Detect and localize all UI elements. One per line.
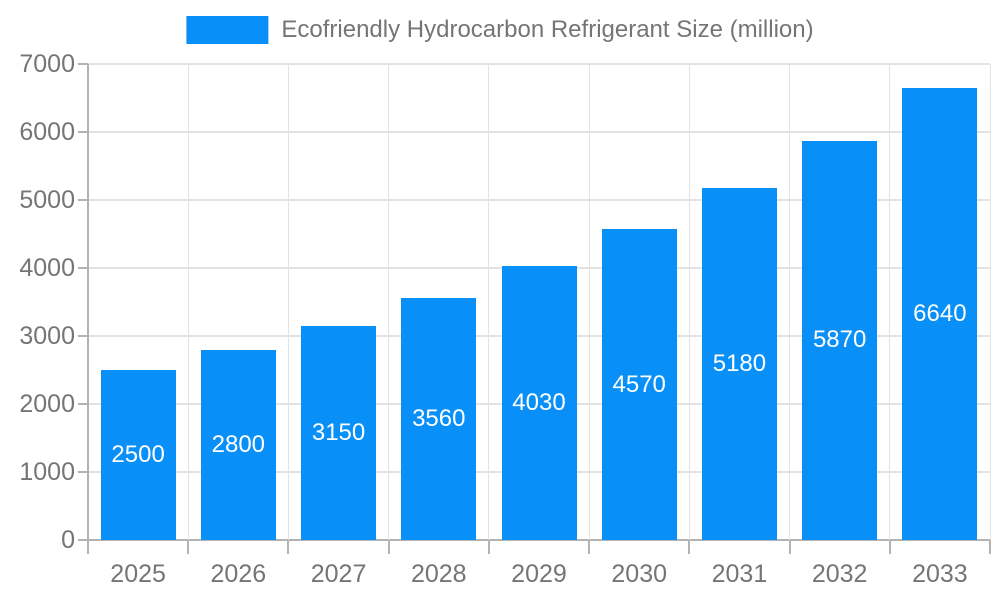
x-axis-tick [788, 540, 791, 554]
y-axis-tick [78, 335, 88, 337]
bar-value-label: 3560 [412, 404, 466, 432]
gridline-vertical [789, 64, 791, 540]
x-axis-tick [688, 540, 691, 554]
x-axis-tick-label: 2029 [511, 560, 567, 588]
y-axis-tick-label: 3000 [19, 322, 75, 350]
y-axis-tick-label: 1000 [19, 458, 75, 486]
x-axis-tick [888, 540, 891, 554]
gridline-horizontal [88, 63, 990, 65]
y-axis-tick [78, 131, 88, 133]
gridline-vertical [688, 64, 690, 540]
x-axis-tick [387, 540, 390, 554]
x-axis-tick [187, 540, 190, 554]
x-axis-tick [989, 540, 991, 554]
bar-2032 [802, 140, 878, 540]
x-axis-tick-label: 2032 [811, 560, 868, 588]
bar-2029 [501, 265, 577, 540]
x-axis-tick-label: 2026 [210, 560, 267, 588]
bar-2026 [200, 349, 276, 540]
x-axis-tick-label: 2033 [912, 560, 968, 588]
x-axis-tick-label: 2031 [711, 560, 768, 588]
gridline-vertical [187, 64, 189, 540]
y-axis-line [87, 64, 89, 554]
bar-2033 [902, 88, 978, 540]
x-axis-tick [487, 540, 490, 554]
gridline-horizontal [88, 199, 990, 201]
y-axis-tick-label: 4000 [19, 254, 75, 282]
y-axis-tick-label: 2000 [19, 390, 75, 418]
legend-label: Ecofriendly Hydrocarbon Refrigerant Size… [281, 16, 814, 43]
x-axis-tick [287, 540, 290, 554]
legend-swatch [186, 16, 269, 44]
bar-value-label: 4030 [512, 388, 566, 416]
gridline-vertical [588, 64, 590, 540]
legend-item[interactable]: Ecofriendly Hydrocarbon Refrigerant Size… [186, 16, 814, 44]
y-axis-tick [78, 539, 88, 541]
gridline-vertical [989, 64, 991, 540]
y-axis-tick-label: 6000 [19, 118, 75, 146]
x-axis-tick [588, 540, 591, 554]
bar-value-label: 5870 [812, 326, 867, 354]
gridline-vertical [388, 64, 390, 540]
bar-value-label: 5180 [712, 349, 767, 377]
bar-2028 [401, 297, 477, 540]
bar-2027 [301, 325, 377, 540]
x-axis-tick-label: 2028 [410, 560, 467, 588]
gridline-vertical [287, 64, 289, 540]
gridline-horizontal [88, 131, 990, 133]
x-axis-tick-label: 2027 [310, 560, 367, 588]
y-axis-tick-label: 7000 [19, 50, 75, 78]
bar-2030 [601, 229, 677, 540]
y-axis-tick-label: 5000 [19, 186, 75, 214]
y-axis-tick [78, 403, 88, 405]
y-axis-tick-label: 0 [61, 526, 75, 554]
bar-value-label: 2800 [211, 430, 266, 458]
y-axis-tick [78, 267, 88, 269]
y-axis-tick [78, 199, 88, 201]
bar-value-label: 6640 [913, 300, 967, 328]
y-axis-tick [78, 471, 88, 473]
x-axis-tick-label: 2025 [110, 560, 166, 588]
bar-value-label: 2500 [111, 441, 165, 468]
x-axis-tick-label: 2030 [611, 560, 668, 588]
bar-value-label: 3150 [311, 418, 366, 446]
gridline-vertical [488, 64, 490, 540]
x-axis-baseline [88, 539, 990, 541]
bar-2031 [701, 187, 777, 540]
bar-2025 [100, 370, 176, 540]
y-axis-tick [78, 63, 88, 65]
gridline-vertical [889, 64, 891, 540]
bar-value-label: 4570 [612, 370, 666, 398]
